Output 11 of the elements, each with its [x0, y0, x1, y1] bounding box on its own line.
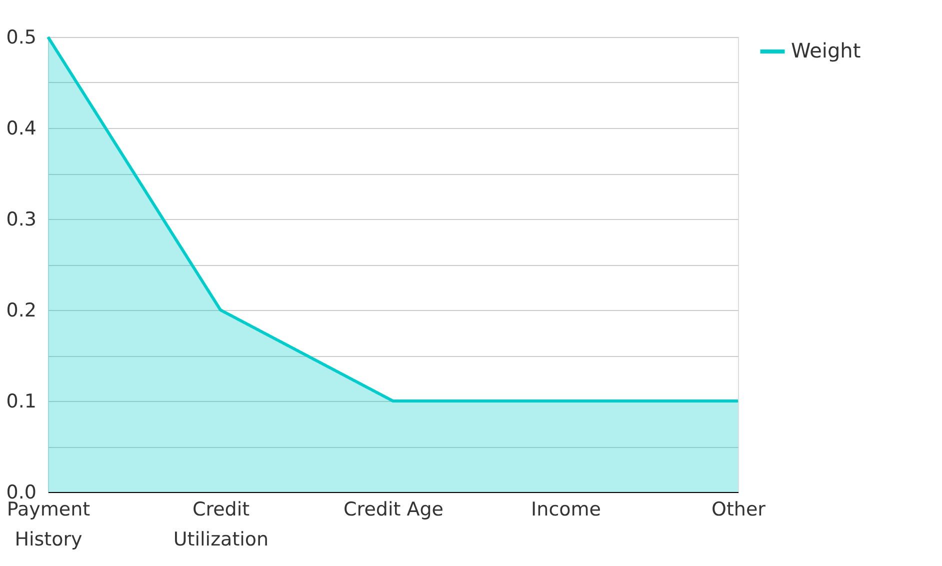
legend-label: Weight: [791, 38, 861, 62]
y-tick-label: 0.4: [6, 118, 36, 140]
x-tick-label: Credit Age: [344, 498, 444, 520]
x-tick-label: Payment History: [6, 498, 90, 550]
x-tick-label: Credit Utilization: [173, 498, 269, 550]
y-tick-label: 0.5: [6, 26, 36, 48]
y-tick-label: 0.3: [6, 208, 36, 230]
y-tick-label: 0.1: [6, 390, 36, 412]
x-tick-label: Other: [712, 498, 766, 520]
y-tick-label: 0.2: [6, 300, 36, 322]
x-tick-label: Income: [531, 498, 601, 520]
